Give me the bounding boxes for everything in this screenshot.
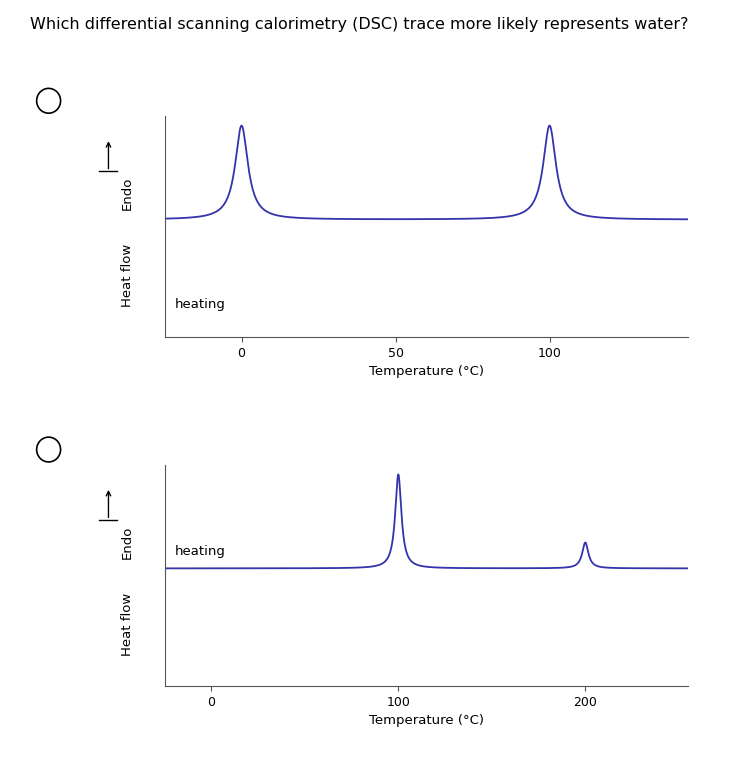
Text: Which differential scanning calorimetry (DSC) trace more likely represents water: Which differential scanning calorimetry … [30,17,688,32]
X-axis label: Temperature (°C): Temperature (°C) [369,714,484,727]
Text: heating: heating [175,545,226,558]
Text: Heat flow: Heat flow [120,592,134,656]
X-axis label: Temperature (°C): Temperature (°C) [369,365,484,378]
Text: Endo: Endo [120,177,134,210]
Text: Heat flow: Heat flow [120,243,134,307]
Text: heating: heating [175,298,226,311]
Text: Endo: Endo [120,525,134,559]
